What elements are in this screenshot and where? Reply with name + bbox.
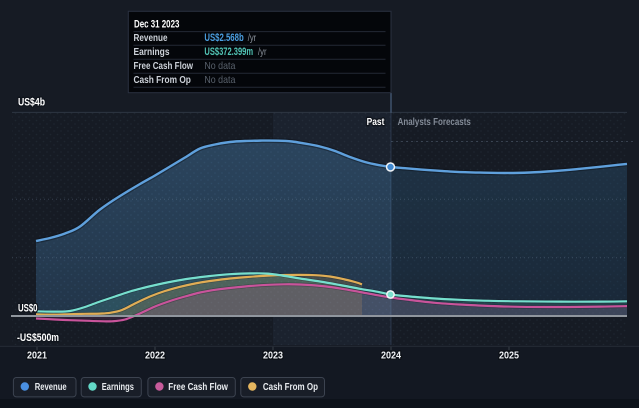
svg-text:Free Cash Flow: Free Cash Flow [134, 60, 194, 72]
svg-text:Revenue: Revenue [134, 32, 168, 44]
svg-text:Revenue: Revenue [35, 382, 67, 393]
svg-text:No data: No data [204, 60, 235, 72]
svg-text:US$2.568b: US$2.568b [204, 32, 243, 44]
svg-text:2024: 2024 [381, 350, 401, 362]
svg-text:Cash From Op: Cash From Op [134, 74, 191, 86]
svg-text:US$372.399m: US$372.399m [204, 46, 253, 58]
svg-text:2022: 2022 [145, 350, 165, 362]
svg-text:-US$500m: -US$500m [17, 332, 59, 344]
svg-text:Cash From Op: Cash From Op [263, 382, 318, 393]
svg-text:/yr: /yr [258, 46, 267, 58]
svg-text:/yr: /yr [248, 32, 257, 44]
svg-text:Dec 31 2023: Dec 31 2023 [134, 19, 179, 31]
svg-text:2025: 2025 [499, 350, 519, 362]
svg-text:US$0: US$0 [18, 303, 38, 315]
svg-text:No data: No data [204, 74, 235, 86]
svg-text:US$4b: US$4b [18, 97, 45, 109]
svg-text:Earnings: Earnings [102, 382, 134, 393]
svg-text:Past: Past [367, 116, 385, 128]
svg-text:Earnings: Earnings [134, 46, 170, 58]
svg-text:Free Cash Flow: Free Cash Flow [168, 382, 228, 393]
svg-text:2023: 2023 [263, 350, 283, 362]
svg-text:Analysts Forecasts: Analysts Forecasts [398, 116, 471, 128]
svg-text:2021: 2021 [27, 350, 47, 362]
